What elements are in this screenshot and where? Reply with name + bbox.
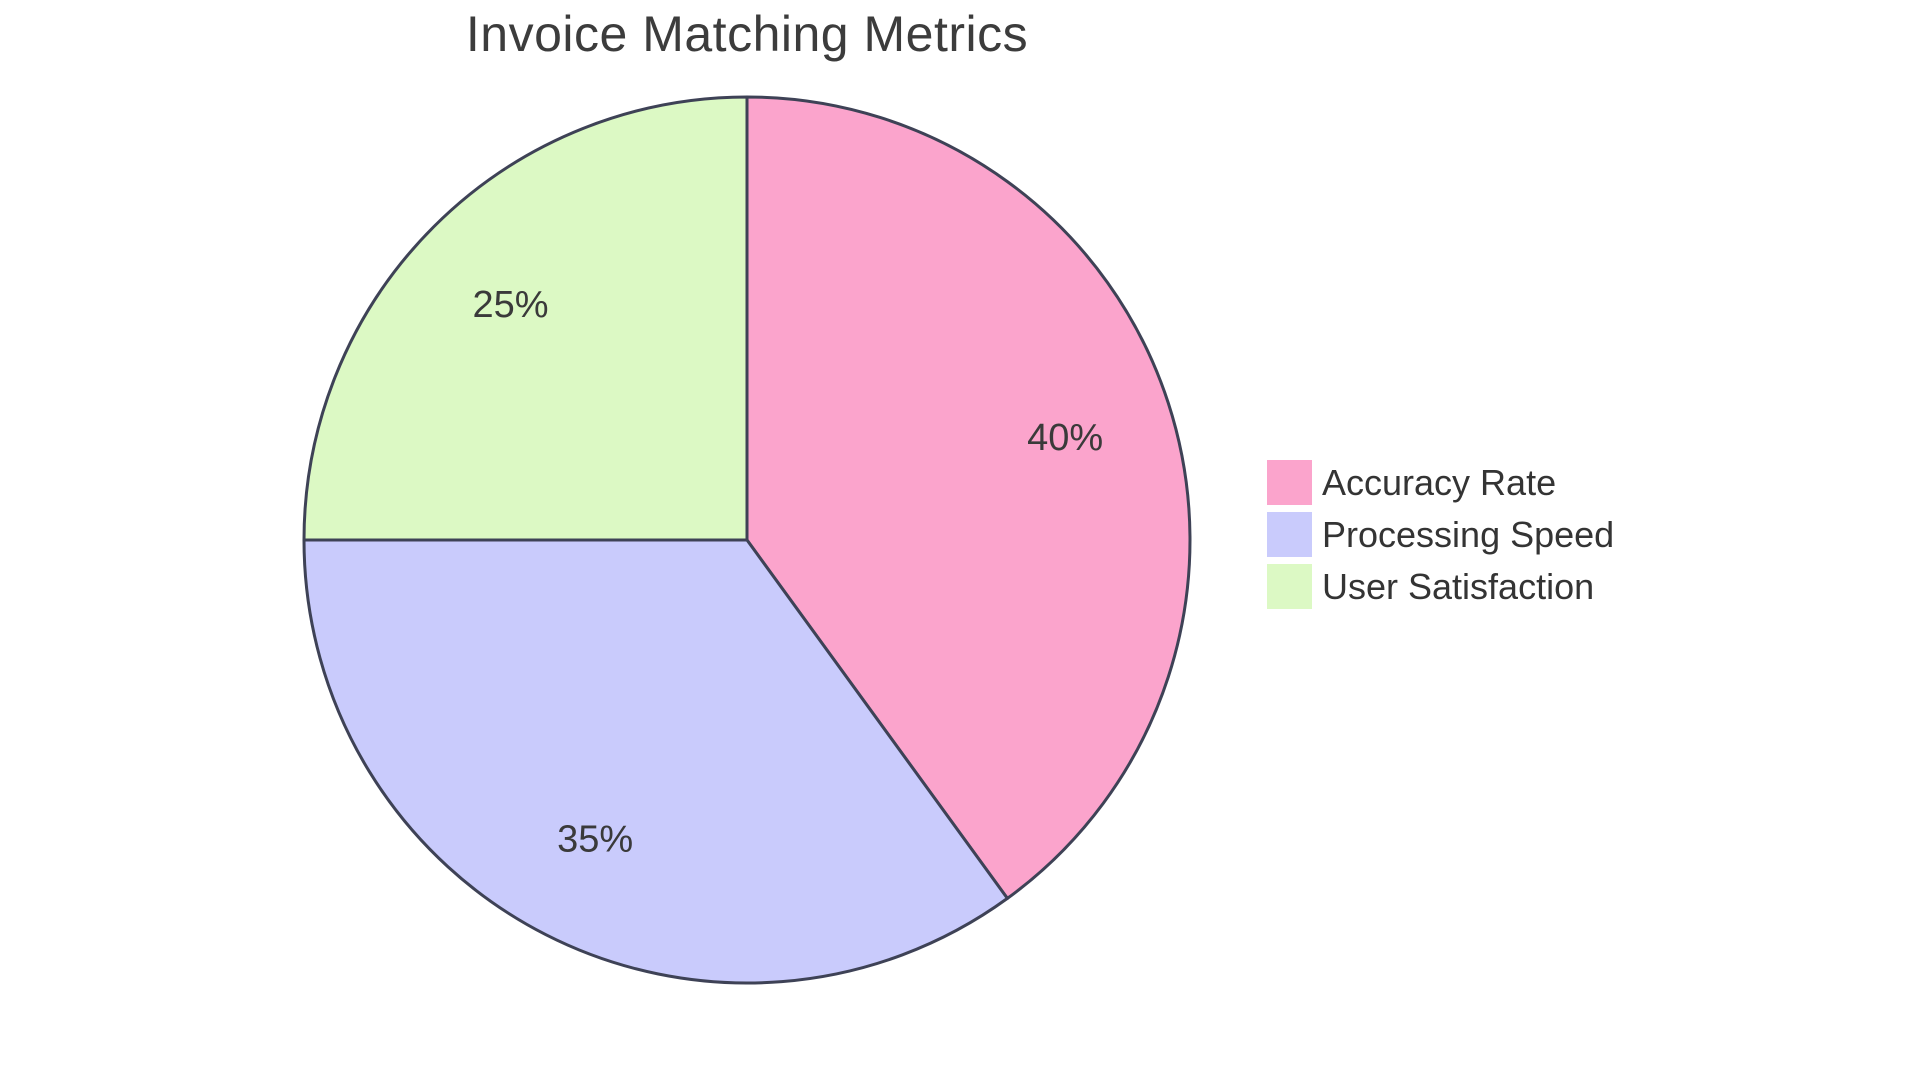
legend-swatch-processing-speed [1267,512,1312,557]
slice-label-processing-speed: 35% [557,818,633,860]
legend-swatch-user-satisfaction [1267,564,1312,609]
legend-item-processing-speed: Processing Speed [1267,512,1614,557]
pie-slice-user-satisfaction [302,95,749,542]
legend-item-user-satisfaction: User Satisfaction [1267,564,1614,609]
slice-label-accuracy-rate: 40% [1027,417,1103,459]
chart-title: Invoice Matching Metrics [465,6,1029,62]
legend-label-processing-speed: Processing Speed [1322,513,1615,555]
pie-slice-accuracy-rate [745,95,1192,900]
chart-legend: Accuracy Rate Processing Speed User Satisf… [1267,460,1614,609]
legend-label-user-satisfaction: User Satisfaction [1322,565,1595,607]
legend-swatch-accuracy-rate [1267,460,1312,505]
slice-label-user-satisfaction: 25% [472,284,548,326]
legend-item-accuracy-rate: Accuracy Rate [1267,460,1614,505]
pie-slice-processing-speed [302,538,1009,985]
legend-label-accuracy-rate: Accuracy Rate [1322,461,1557,503]
